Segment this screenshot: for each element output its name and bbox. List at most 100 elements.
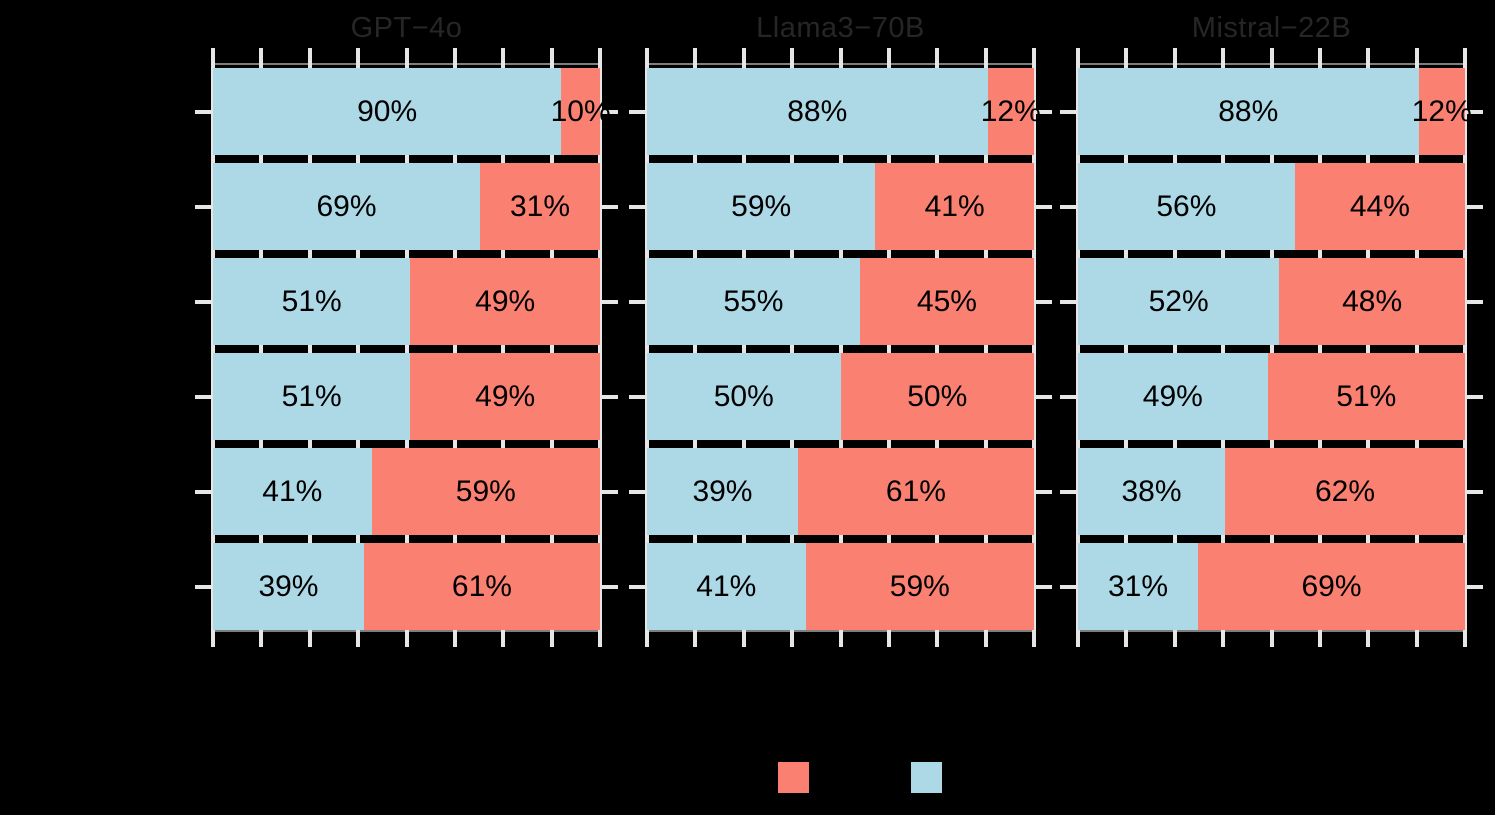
x-axis-tick-bottom xyxy=(452,632,457,647)
y-axis-tick-right xyxy=(600,109,618,114)
bar-row: 52% 48% xyxy=(1078,258,1465,345)
x-axis-tick-bottom xyxy=(598,632,602,647)
bar-segment-salmon: 41% xyxy=(875,163,1034,250)
bar-segment-blue: 51% xyxy=(213,353,411,440)
y-axis-tick-right xyxy=(600,394,618,399)
bar-row: 90% 10% xyxy=(213,68,611,155)
x-axis-tick-top xyxy=(1032,48,1036,63)
bar-segment-salmon: 69% xyxy=(1197,543,1465,630)
bar-value-label: 59% xyxy=(889,569,950,603)
vertical-gridline xyxy=(356,63,361,632)
bar-value-label: 39% xyxy=(258,569,319,603)
x-axis-tick-top xyxy=(404,48,409,63)
x-axis-tick-top xyxy=(645,48,649,63)
bar-row: 51% 49% xyxy=(213,258,600,345)
bar-row: 39% 61% xyxy=(647,448,1034,535)
x-axis-tick-top xyxy=(693,48,698,63)
vertical-gridline xyxy=(741,63,746,632)
y-axis-tick-right xyxy=(1034,489,1052,494)
bar-segment-blue: 52% xyxy=(1078,258,1280,345)
x-axis-tick-bottom xyxy=(404,632,409,647)
y-axis-tick-right xyxy=(1034,394,1052,399)
bar-segment-blue: 31% xyxy=(1078,543,1198,630)
bar-value-label: 49% xyxy=(475,284,536,318)
panel-mistral-22b: Mistral−22B 88% 12% 56% 44% 52% 48% 49% … xyxy=(1060,0,1483,700)
vertical-gridline xyxy=(549,63,554,632)
x-axis-tick-top xyxy=(356,48,361,63)
y-axis-tick-left xyxy=(629,109,647,114)
x-axis-tick-bottom xyxy=(1172,632,1177,647)
x-axis-tick-bottom xyxy=(935,632,940,647)
bar-row: 51% 49% xyxy=(213,353,600,440)
bar-row: 55% 45% xyxy=(647,258,1034,345)
y-axis-tick-left xyxy=(629,489,647,494)
bar-segment-salmon: 61% xyxy=(797,448,1034,535)
vertical-gridline xyxy=(1317,63,1322,632)
bar-rows: 88% 12% 59% 41% 55% 45% 50% 50% 39% 61 xyxy=(647,63,1041,630)
y-axis-tick-left xyxy=(195,584,213,589)
vertical-gridline xyxy=(307,63,312,632)
x-axis-tick-top xyxy=(259,48,264,63)
x-axis-tick-top xyxy=(307,48,312,63)
y-axis-tick-right xyxy=(600,299,618,304)
bar-value-label: 51% xyxy=(281,284,342,318)
bar-segment-salmon: 12% xyxy=(981,68,1041,155)
x-axis-tick-bottom xyxy=(983,632,988,647)
x-axis-tick-top xyxy=(790,48,795,63)
legend-swatch-salmon xyxy=(778,762,809,793)
bar-value-label: 90% xyxy=(357,94,418,128)
bar-value-label: 69% xyxy=(316,189,377,223)
bar-value-label: 51% xyxy=(281,379,342,413)
vertical-gridline xyxy=(452,63,457,632)
bar-segment-blue: 56% xyxy=(1078,163,1295,250)
bar-segment-salmon: 51% xyxy=(1267,353,1465,440)
bar-value-label: 38% xyxy=(1121,474,1182,508)
x-axis-tick-bottom xyxy=(356,632,361,647)
bar-row: 88% 12% xyxy=(1078,68,1472,155)
vertical-gridline xyxy=(1366,63,1371,632)
x-axis-tick-top xyxy=(1269,48,1274,63)
vertical-gridline xyxy=(1414,63,1419,632)
bar-value-label: 52% xyxy=(1148,284,1209,318)
x-axis-tick-bottom xyxy=(741,632,746,647)
y-axis-tick-right xyxy=(1465,109,1483,114)
vertical-gridline xyxy=(598,63,602,632)
panel-gpt4o: GPT−4o 90% 10% 69% 31% 51% 49% 51% 49% xyxy=(195,0,618,700)
y-axis-tick-left xyxy=(1060,394,1078,399)
bar-segment-salmon: 49% xyxy=(410,258,600,345)
plot-area-mistral-22b: 88% 12% 56% 44% 52% 48% 49% 51% 38% 62 xyxy=(1060,48,1483,647)
bar-value-label: 62% xyxy=(1314,474,1376,508)
bar-segment-salmon: 62% xyxy=(1225,448,1465,535)
y-axis-tick-left xyxy=(195,109,213,114)
bar-value-label: 88% xyxy=(787,94,848,128)
bar-value-label: 48% xyxy=(1342,284,1403,318)
vertical-gridline xyxy=(1172,63,1177,632)
bar-segment-salmon: 59% xyxy=(805,543,1034,630)
bar-value-label: 59% xyxy=(731,189,792,223)
bar-value-label: 69% xyxy=(1301,569,1362,603)
bar-value-label: 49% xyxy=(475,379,536,413)
y-axis-tick-right xyxy=(600,584,618,589)
bar-value-label: 50% xyxy=(713,379,774,413)
bar-row: 50% 50% xyxy=(647,353,1034,440)
bar-segment-blue: 41% xyxy=(213,448,372,535)
y-axis-tick-right xyxy=(1034,584,1052,589)
plot-area-gpt4o: 90% 10% 69% 31% 51% 49% 51% 49% 41% 59 xyxy=(195,48,618,647)
x-axis-tick-top xyxy=(1076,48,1080,63)
vertical-gridline xyxy=(404,63,409,632)
vertical-gridline xyxy=(1124,63,1129,632)
x-axis-tick-bottom xyxy=(1124,632,1129,647)
y-axis-tick-left xyxy=(195,489,213,494)
bar-segment-blue: 50% xyxy=(647,353,841,440)
x-axis-tick-top xyxy=(1221,48,1226,63)
x-axis-tick-top xyxy=(501,48,506,63)
vertical-gridline xyxy=(1032,63,1036,632)
bar-value-label: 51% xyxy=(1336,379,1397,413)
bar-rows: 90% 10% 69% 31% 51% 49% 51% 49% 41% 59 xyxy=(213,63,611,630)
bar-segment-blue: 38% xyxy=(1078,448,1226,535)
x-axis-tick-top xyxy=(741,48,746,63)
bar-segment-blue: 51% xyxy=(213,258,411,345)
bar-segment-salmon: 10% xyxy=(551,68,611,155)
x-axis-tick-bottom xyxy=(501,632,506,647)
x-axis-tick-bottom xyxy=(1076,632,1080,647)
